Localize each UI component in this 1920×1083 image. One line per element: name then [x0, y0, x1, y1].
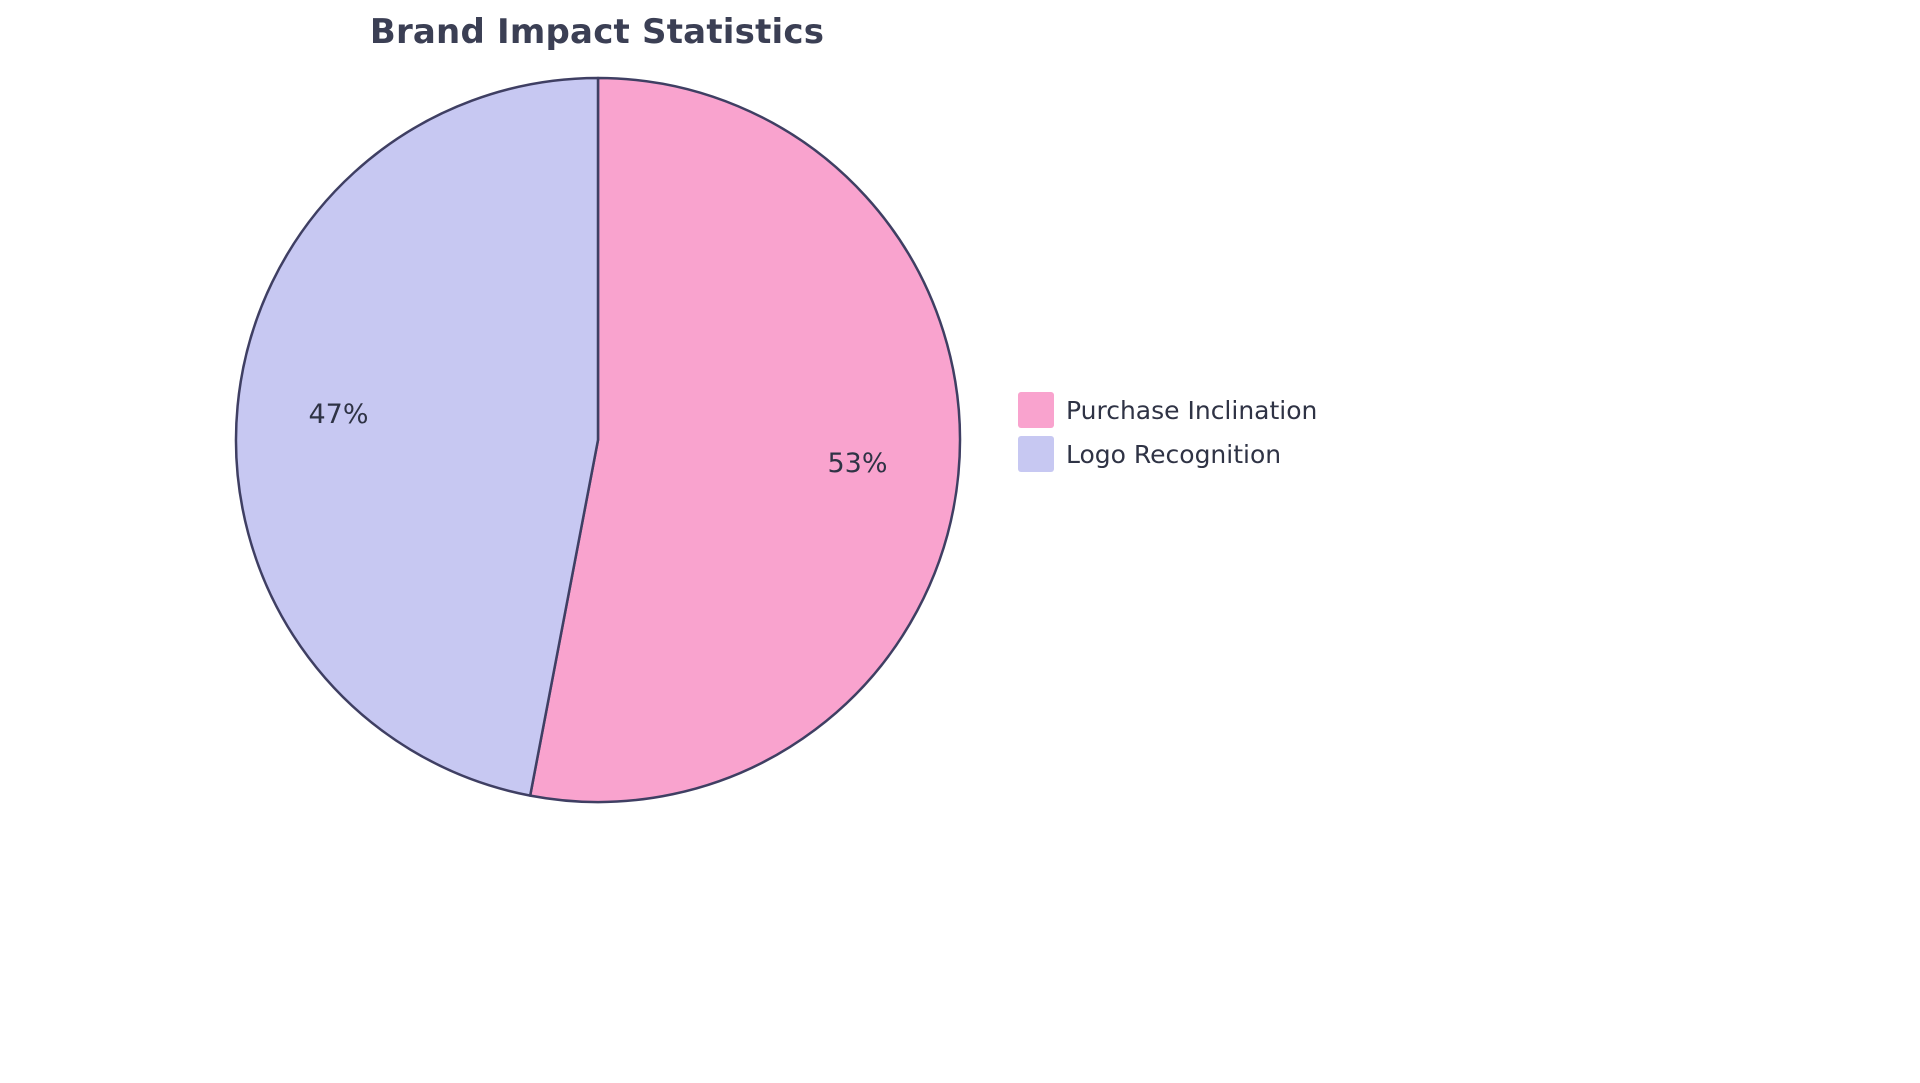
pie-slices: 53% 47% — [234, 76, 962, 804]
legend-label: Purchase Inclination — [1066, 395, 1318, 425]
legend-swatch — [1018, 392, 1054, 428]
pie-slice-0 — [528, 76, 962, 804]
legend: Purchase Inclination Logo Recognition — [1018, 392, 1317, 472]
legend-item: Logo Recognition — [1018, 436, 1317, 472]
chart-title: Brand Impact Statistics — [369, 12, 825, 52]
slice-percent-label: 47% — [308, 399, 368, 430]
slice-percent-label: 53% — [827, 448, 887, 479]
pie-slice-1 — [234, 76, 600, 797]
legend-label: Logo Recognition — [1066, 439, 1282, 469]
legend-swatch — [1018, 436, 1054, 472]
legend-item: Purchase Inclination — [1018, 392, 1317, 428]
